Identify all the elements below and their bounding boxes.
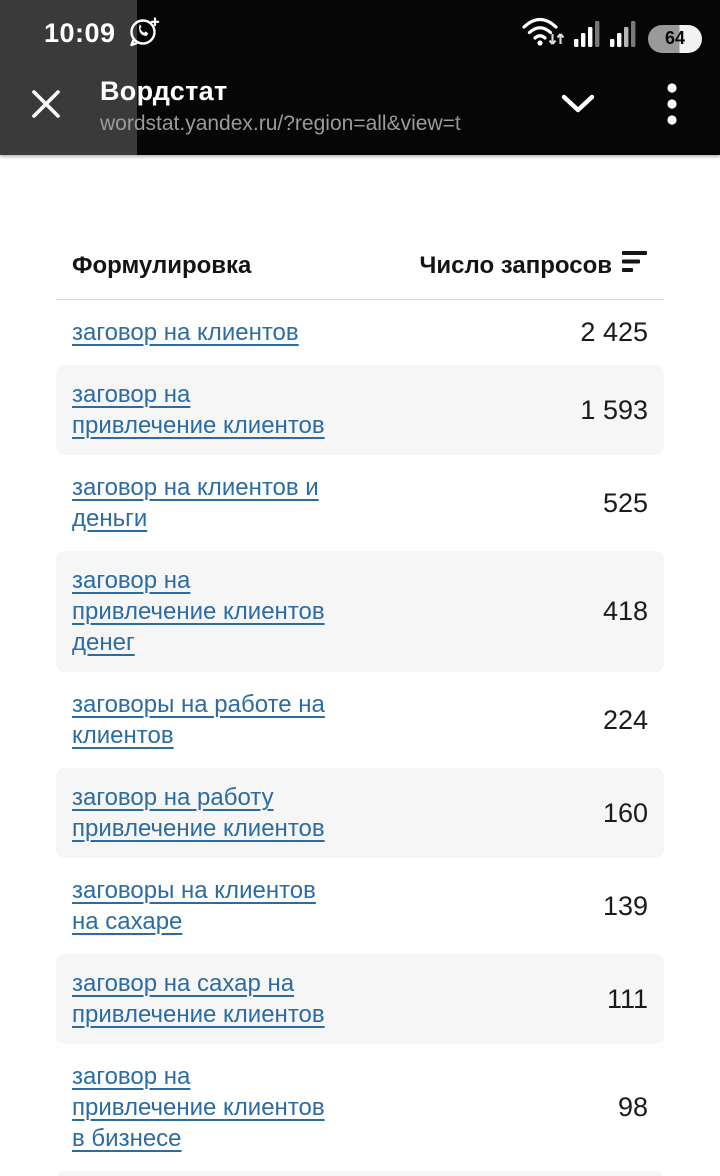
query-count: 139 <box>602 890 648 921</box>
query-count: 2 425 <box>580 317 648 347</box>
status-bar-right: 64 <box>521 14 702 53</box>
status-bar: 10:09 <box>0 0 720 62</box>
table-row: заговор на привлечение клиентов в бизнес… <box>56 1047 664 1168</box>
query-count: 1 593 <box>580 394 648 425</box>
wordstat-content: Формулировка Число запросов заговор на к… <box>0 155 720 1176</box>
query-count: 525 <box>602 487 648 518</box>
keyword-link[interactable]: заговор на сахар на привлечение клиентов <box>72 970 325 1028</box>
signal-icon-sim1 <box>574 18 601 53</box>
table-row: заговор на привлечение клиентов 1 593 <box>56 365 664 455</box>
signal-icon-sim2 <box>610 18 637 53</box>
table-row: заговор на клиентов и деньги 525 <box>56 458 664 548</box>
table-body: заговор на клиентов 2 425 заговор на при… <box>56 303 664 1176</box>
table-row-partially-visible <box>56 1171 664 1176</box>
page-url: wordstat.yandex.ru/?region=all&view=t <box>100 111 461 135</box>
keyword-link[interactable]: заговоры на работе на клиентов <box>72 691 325 749</box>
column-header-count[interactable]: Число запросов <box>420 250 648 281</box>
query-count: 98 <box>617 1092 648 1122</box>
table-row: заговоры на клиентов на сахаре 139 <box>56 861 664 951</box>
page-titles: Вордстат wordstat.yandex.ru/?region=all&… <box>92 76 548 136</box>
column-header-phrase: Формулировка <box>72 252 252 279</box>
close-tab-button[interactable] <box>0 59 92 152</box>
sort-icon <box>622 250 648 281</box>
chrome-left-strip <box>0 0 137 155</box>
table-row: заговор на привлечение клиентов денег 41… <box>56 551 664 672</box>
keyword-link[interactable]: заговоры на клиентов на сахаре <box>72 877 316 935</box>
table-header-row: Формулировка Число запросов <box>56 246 664 300</box>
keyword-table: Формулировка Число запросов заговор на к… <box>56 246 664 1176</box>
expand-toolbar-button[interactable] <box>548 76 608 136</box>
battery-indicator: 64 <box>648 24 702 53</box>
custom-tab-toolbar: Вордстат wordstat.yandex.ru/?region=all&… <box>0 62 720 155</box>
query-count: 418 <box>602 596 648 626</box>
status-bar-left: 10:09 <box>44 14 162 53</box>
table-row: заговоры на работе на клиентов 224 <box>56 675 664 765</box>
keyword-link[interactable]: заговор на клиентов <box>72 319 299 346</box>
keyword-link[interactable]: заговор на работу привлечение клиентов <box>72 784 325 842</box>
table-row: заговор на клиентов 2 425 <box>56 303 664 362</box>
query-count: 224 <box>602 704 648 735</box>
browser-chrome: 10:09 <box>0 0 720 155</box>
wifi-icon <box>521 14 565 53</box>
keyword-link[interactable]: заговор на привлечение клиентов денег <box>72 567 325 656</box>
battery-percent: 64 <box>664 28 686 48</box>
table-row: заговор на сахар на привлечение клиентов… <box>56 954 664 1044</box>
clock: 10:09 <box>44 17 116 48</box>
query-count: 111 <box>606 983 648 1014</box>
page-title: Вордстат <box>100 75 228 106</box>
keyword-link[interactable]: заговор на привлечение клиентов в бизнес… <box>72 1063 325 1152</box>
table-row: заговор на работу привлечение клиентов 1… <box>56 768 664 858</box>
keyword-link[interactable]: заговор на привлечение клиентов <box>72 381 325 439</box>
close-icon <box>28 86 64 125</box>
keyword-link[interactable]: заговор на клиентов и деньги <box>72 474 319 532</box>
query-count: 160 <box>602 797 648 828</box>
whatsapp-notification-icon <box>128 14 162 53</box>
overflow-menu-button[interactable] <box>650 76 694 136</box>
chevron-down-icon <box>560 93 596 118</box>
kebab-menu-icon <box>666 83 678 128</box>
